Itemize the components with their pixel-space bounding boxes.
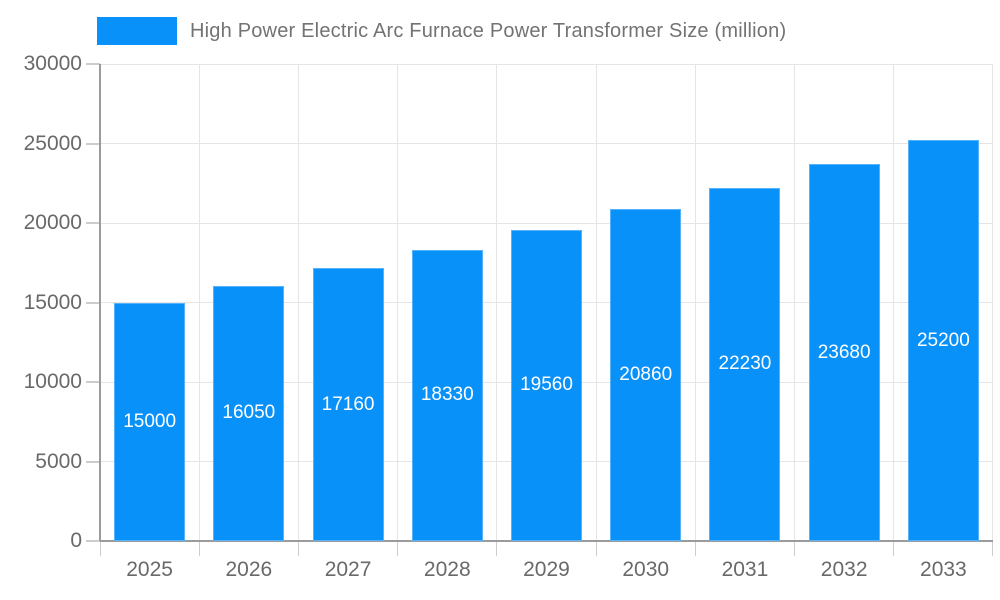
x-tick-label: 2029 xyxy=(523,558,570,581)
bar-2032[interactable]: 23680 xyxy=(808,164,880,541)
x-gridline xyxy=(595,64,597,541)
x-axis-tick xyxy=(397,541,399,556)
y-axis-tick xyxy=(86,63,100,65)
y-tick-label: 10000 xyxy=(23,370,82,393)
bar-value-label: 17160 xyxy=(321,393,375,415)
x-gridline xyxy=(694,64,696,541)
bar-2029[interactable]: 19560 xyxy=(511,229,582,541)
y-tick-label: 25000 xyxy=(23,131,82,155)
x-tick-label: 2032 xyxy=(820,558,868,581)
bar-value-label: 22230 xyxy=(718,353,772,375)
y-axis-tick xyxy=(86,540,100,542)
bar-value-label: 25200 xyxy=(916,329,970,351)
y-tick-label: 20000 xyxy=(23,211,82,234)
x-axis-tick xyxy=(99,541,101,556)
x-tick-label: 2031 xyxy=(721,558,769,581)
x-tick-label: 2028 xyxy=(423,558,471,581)
bar-2027[interactable]: 17160 xyxy=(312,268,384,541)
bar-2026[interactable]: 16050 xyxy=(213,285,285,541)
y-axis-tick xyxy=(86,142,100,145)
x-tick-label: 2033 xyxy=(920,558,967,581)
bar-value-label: 15000 xyxy=(123,410,177,432)
bar-value-label: 19560 xyxy=(520,374,573,396)
x-axis-tick xyxy=(694,541,696,556)
y-axis-tick xyxy=(86,381,100,383)
bar-2025[interactable]: 15000 xyxy=(114,302,186,541)
plot-area: 0 5000 10000 15000 20000 25000 30000 15000 2025 1… xyxy=(24,52,993,581)
x-axis-tick xyxy=(198,541,200,556)
y-tick-label: 0 xyxy=(70,529,82,552)
bar-value-label: 18330 xyxy=(420,384,474,406)
x-axis-tick xyxy=(991,541,993,556)
x-gridline xyxy=(794,64,796,541)
y-axis-tick xyxy=(86,460,100,463)
bar-2033[interactable]: 25200 xyxy=(907,140,979,541)
x-tick-label: 2025 xyxy=(126,558,173,581)
x-gridline xyxy=(297,64,299,541)
x-axis-line xyxy=(100,540,993,542)
x-axis-tick xyxy=(893,541,895,556)
x-gridline xyxy=(991,64,993,541)
y-axis-tick xyxy=(86,222,100,224)
x-tick-label: 2027 xyxy=(324,558,372,581)
y-axis-tick xyxy=(86,301,100,304)
bar-2028[interactable]: 18330 xyxy=(411,249,483,541)
bar-value-label: 20860 xyxy=(619,364,673,386)
x-axis-tick xyxy=(794,541,796,556)
y-tick-label: 5000 xyxy=(35,449,82,473)
y-gridline xyxy=(100,63,993,65)
bar-2031[interactable]: 22230 xyxy=(709,187,781,541)
bar-value-label: 16050 xyxy=(222,402,276,424)
y-gridline xyxy=(100,143,993,144)
y-tick-label: 15000 xyxy=(23,290,82,314)
legend-swatch xyxy=(97,17,177,45)
y-tick-label: 30000 xyxy=(23,52,82,75)
x-axis-tick xyxy=(297,541,299,556)
x-gridline xyxy=(893,64,895,541)
legend-label: High Power Electric Arc Furnace Power Tr… xyxy=(190,19,787,42)
x-axis-tick xyxy=(496,541,498,556)
y-axis-line xyxy=(99,64,101,541)
x-tick-label: 2026 xyxy=(225,558,273,581)
x-gridline xyxy=(496,64,498,541)
x-tick-label: 2030 xyxy=(622,558,670,581)
x-gridline xyxy=(397,64,399,541)
y-gridline xyxy=(100,222,993,224)
bar-value-label: 23680 xyxy=(817,341,871,363)
x-gridline xyxy=(198,64,200,541)
bar-2030[interactable]: 20860 xyxy=(610,209,682,541)
legend-item[interactable]: High Power Electric Arc Furnace Power Tr… xyxy=(97,17,786,45)
x-axis-tick xyxy=(595,541,597,556)
